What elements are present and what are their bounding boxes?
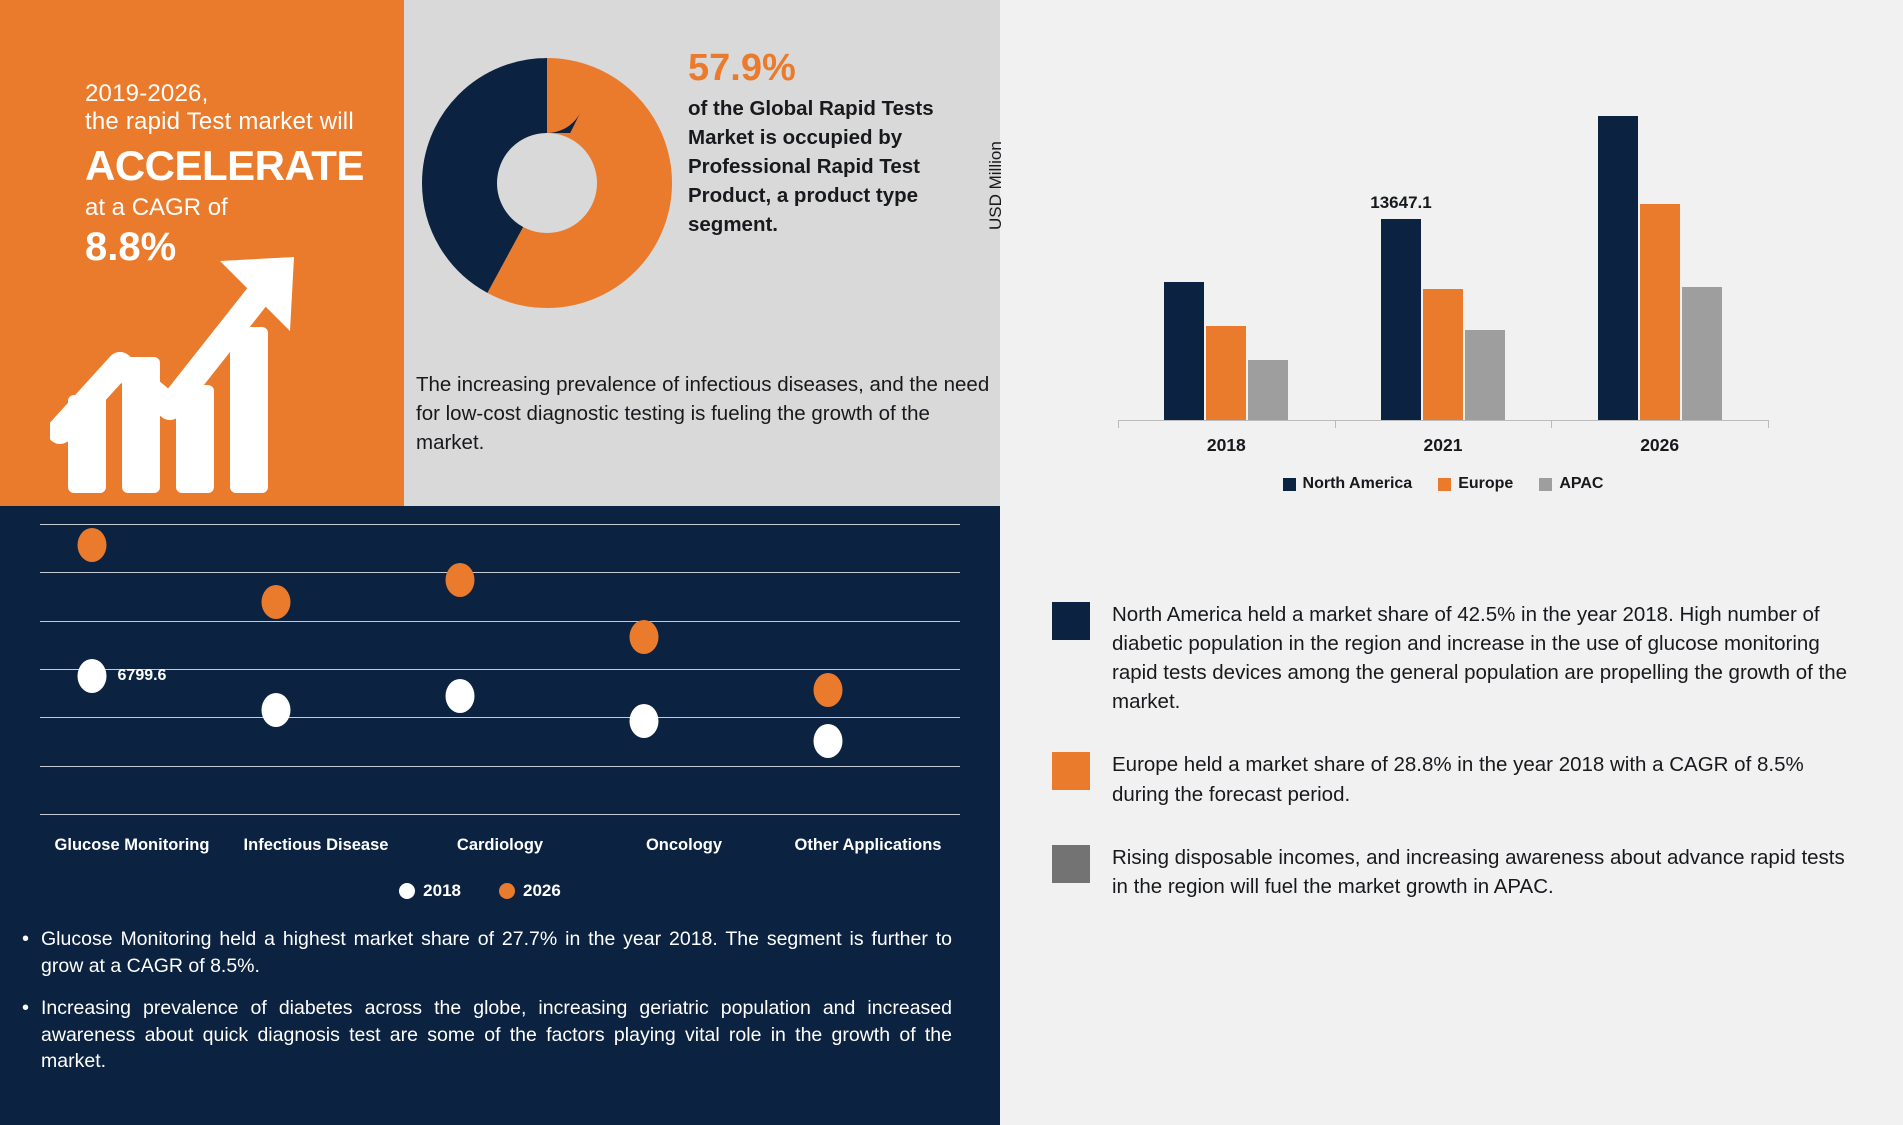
dot-chart-gridline xyxy=(40,669,960,670)
bullet-item: • Glucose Monitoring held a highest marke… xyxy=(22,926,952,979)
region-note: North America held a market share of 42.… xyxy=(1052,600,1852,716)
dot-data-point xyxy=(629,704,659,739)
bar-legend-label: APAC xyxy=(1559,475,1604,492)
donut-percent: 57.9% xyxy=(688,47,796,89)
bar-x-axis-line xyxy=(1118,420,1768,421)
product-type-donut-chart xyxy=(422,58,672,308)
bar-legend-label: Europe xyxy=(1458,475,1514,492)
bar-category-label: 2021 xyxy=(1423,435,1463,455)
dot-data-point xyxy=(629,620,659,655)
bar-legend-item[interactable]: North America xyxy=(1282,475,1413,493)
dot-data-point xyxy=(77,528,107,563)
dot-data-point xyxy=(813,672,843,707)
bar-category-label: 2026 xyxy=(1640,435,1680,455)
dot-category-label: Other Applications xyxy=(794,836,942,854)
dot-data-point xyxy=(813,723,843,758)
bar-axis-tick xyxy=(1118,420,1119,428)
bullet-marker: • xyxy=(22,928,30,950)
region-note-swatch xyxy=(1052,602,1090,640)
bar-legend-item[interactable]: APAC xyxy=(1539,475,1603,493)
region-notes-list: North America held a market share of 42.… xyxy=(1052,600,1852,935)
bar-legend-swatch xyxy=(1539,477,1553,491)
dot-data-point xyxy=(445,563,475,598)
accelerate-text-block: 2019-2026, the rapid Test market will AC… xyxy=(85,80,385,272)
accelerate-cagr-label: at a CAGR of xyxy=(85,194,228,222)
dot-data-point xyxy=(77,658,107,693)
bullet-text: Glucose Monitoring held a highest market… xyxy=(41,928,952,977)
region-note-swatch xyxy=(1052,844,1090,883)
dot-data-point xyxy=(445,679,475,713)
dot-category-label: Oncology xyxy=(645,836,723,854)
dot-data-point xyxy=(261,585,291,620)
application-legend: 2018 2026 xyxy=(0,881,960,901)
bar-axis-tick xyxy=(1551,420,1553,428)
dot-chart-gridline xyxy=(40,717,960,719)
dot-category-label: Cardiology xyxy=(456,836,544,854)
bar-value-label: 13647.1 xyxy=(1370,192,1432,212)
bar-segment xyxy=(1381,218,1421,420)
bullet-marker: • xyxy=(22,997,30,1020)
bullet-item: • Increasing prevalence of diabetes acros… xyxy=(22,995,952,1075)
accelerate-subject: the rapid Test market will xyxy=(85,108,354,136)
bar-segment xyxy=(1206,326,1247,420)
bullet-text: Increasing prevalence of diabetes across… xyxy=(41,997,952,1073)
accelerate-period: 2019-2026, xyxy=(85,80,209,107)
region-note-text: Europe held a market share of 28.8% in t… xyxy=(1112,753,1804,806)
bar-plot-area: 13647.1 xyxy=(1118,110,1768,420)
dot-chart-gridline xyxy=(40,765,960,767)
bar-segment xyxy=(1248,360,1289,420)
bar-segment xyxy=(1681,287,1722,420)
accelerate-panel: 2019-2026, the rapid Test market will AC… xyxy=(0,0,404,506)
bar-segment xyxy=(1423,288,1463,420)
dot-legend-item[interactable]: 2026 xyxy=(499,881,561,901)
bar-legend-swatch xyxy=(1282,477,1296,491)
region-note: Rising disposable incomes, and increasin… xyxy=(1052,843,1852,901)
bar-legend-swatch xyxy=(1438,477,1452,491)
donut-callout: 57.9% of the Global Rapid Tests Market i… xyxy=(688,47,984,239)
dot-chart-gridline xyxy=(40,524,960,525)
dot-legend-item[interactable]: 2018 xyxy=(399,881,461,901)
bar-legend-item[interactable]: Europe xyxy=(1438,475,1513,493)
bar-axis-tick xyxy=(1334,420,1336,428)
bar-legend-label: North America xyxy=(1302,475,1413,492)
application-panel: 6799.6 Glucose Monitoring Infectious Dise… xyxy=(0,506,1000,1125)
growth-arrow-icon xyxy=(50,257,294,493)
dot-chart-gridline xyxy=(40,572,960,574)
application-category-axis: Glucose Monitoring Infectious Disease Card… xyxy=(40,836,960,862)
dot-category-label: Infectious Disease xyxy=(243,836,389,854)
donut-description: of the Global Rapid Tests Market is occu… xyxy=(688,96,934,237)
region-note-text: North America held a market share of 42.… xyxy=(1112,603,1848,714)
bar-y-axis-title: USD Million xyxy=(986,141,1005,230)
dot-legend-label: 2018 xyxy=(423,881,461,900)
donut-panel: 57.9% of the Global Rapid Tests Market i… xyxy=(404,0,1000,506)
bar-segment xyxy=(1465,329,1505,420)
application-bullet-list: • Glucose Monitoring held a highest marke… xyxy=(22,926,952,1091)
bar-segment xyxy=(1639,204,1680,420)
dot-legend-swatch xyxy=(399,883,416,899)
bar-chart-legend: North America Europe APAC xyxy=(1118,475,1768,493)
region-note-swatch xyxy=(1052,752,1090,791)
application-dot-chart: 6799.6 xyxy=(40,524,960,815)
donut-paragraph: The increasing prevalence of infectious … xyxy=(416,373,990,455)
dot-value-label: 6799.6 xyxy=(117,666,167,684)
dot-legend-swatch xyxy=(499,883,515,899)
bar-axis-tick xyxy=(1768,420,1769,428)
region-bar-chart: USD Million 13647.1 2018 2021 2026 North A… xyxy=(986,110,1788,500)
dot-category-label: Glucose Monitoring xyxy=(54,836,210,854)
accelerate-cagr-value: 8.8% xyxy=(85,225,177,270)
bar-segment xyxy=(1164,281,1205,420)
bar-category-label: 2018 xyxy=(1206,435,1246,455)
dot-chart-gridline xyxy=(40,814,960,815)
dot-chart-gridline xyxy=(40,620,960,622)
accelerate-headline: ACCELERATE xyxy=(85,141,364,189)
region-note: Europe held a market share of 28.8% in t… xyxy=(1052,750,1852,808)
dot-data-point xyxy=(261,693,291,728)
dot-legend-label: 2026 xyxy=(523,881,561,900)
region-panel: USD Million 13647.1 2018 2021 2026 North A… xyxy=(986,0,1903,1125)
bar-segment xyxy=(1597,115,1638,420)
region-note-text: Rising disposable incomes, and increasin… xyxy=(1112,845,1845,898)
